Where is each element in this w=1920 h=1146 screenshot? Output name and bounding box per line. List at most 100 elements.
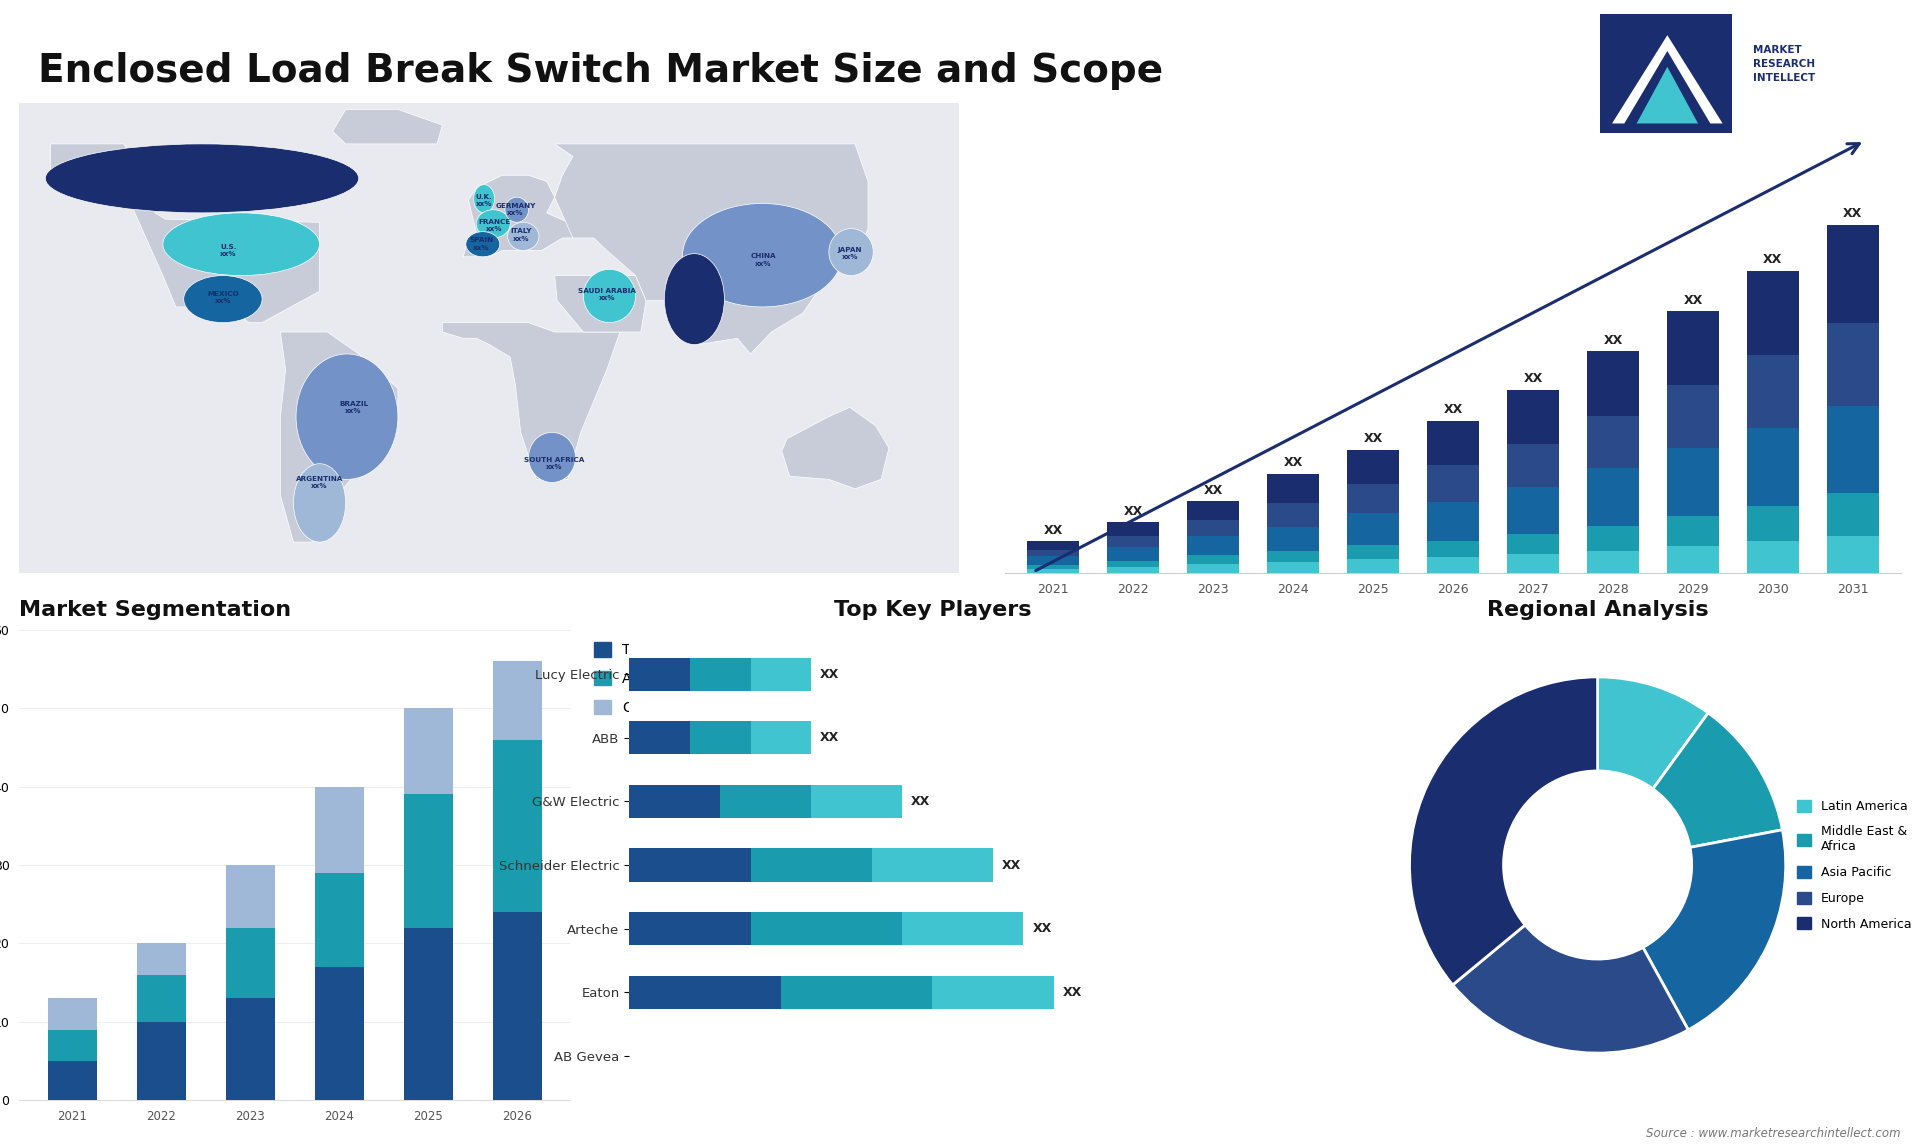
Text: XX: XX: [1603, 333, 1622, 347]
Polygon shape: [1636, 66, 1697, 124]
Text: XX: XX: [820, 731, 839, 745]
Text: FRANCE
xx%: FRANCE xx%: [478, 219, 511, 233]
Bar: [403, 928, 453, 1100]
Text: Market Segmentation: Market Segmentation: [19, 601, 292, 620]
Text: SAUDI ARABIA
xx%: SAUDI ARABIA xx%: [578, 288, 636, 301]
Bar: [1507, 555, 1559, 573]
Legend: Latin America, Middle East &
Africa, Asia Pacific, Europe, North America: Latin America, Middle East & Africa, Asi…: [1791, 794, 1916, 935]
Title: Regional Analysis: Regional Analysis: [1486, 601, 1709, 620]
Bar: [1826, 225, 1880, 323]
Bar: [1187, 501, 1238, 520]
Bar: [751, 658, 810, 691]
Bar: [630, 785, 720, 818]
Text: SPAIN
xx%: SPAIN xx%: [468, 237, 493, 251]
Bar: [227, 865, 275, 928]
Bar: [751, 912, 902, 945]
Ellipse shape: [507, 222, 540, 251]
Text: XX: XX: [1204, 484, 1223, 496]
Bar: [751, 721, 810, 754]
Text: Source : www.marketresearchintellect.com: Source : www.marketresearchintellect.com: [1645, 1128, 1901, 1140]
Bar: [1507, 390, 1559, 445]
Bar: [1427, 464, 1478, 502]
Polygon shape: [50, 144, 319, 323]
Text: XX: XX: [1763, 253, 1782, 267]
Ellipse shape: [664, 253, 724, 345]
Bar: [1348, 559, 1400, 573]
Bar: [493, 912, 541, 1100]
Text: XX: XX: [1044, 524, 1064, 536]
Bar: [630, 912, 751, 945]
Ellipse shape: [474, 185, 495, 213]
Bar: [1027, 570, 1079, 573]
Bar: [1667, 545, 1718, 573]
Text: XX: XX: [1444, 403, 1463, 416]
Bar: [1267, 474, 1319, 503]
Bar: [1826, 493, 1880, 536]
Bar: [315, 786, 363, 873]
Bar: [1667, 516, 1718, 545]
Polygon shape: [555, 275, 645, 332]
Bar: [1427, 421, 1478, 464]
Ellipse shape: [584, 269, 636, 323]
Circle shape: [1503, 771, 1692, 959]
Bar: [136, 943, 186, 975]
Ellipse shape: [184, 275, 263, 323]
Bar: [1427, 502, 1478, 541]
Bar: [1507, 487, 1559, 534]
Bar: [403, 794, 453, 928]
Bar: [1187, 520, 1238, 536]
Polygon shape: [442, 323, 620, 479]
Text: XX: XX: [1684, 293, 1703, 307]
Bar: [493, 661, 541, 739]
Ellipse shape: [528, 432, 576, 482]
Bar: [689, 721, 751, 754]
Bar: [630, 848, 751, 881]
Text: BRAZIL
xx%: BRAZIL xx%: [340, 400, 369, 414]
Bar: [1747, 505, 1799, 541]
Bar: [630, 975, 781, 1008]
Wedge shape: [1653, 713, 1782, 847]
Text: XX: XX: [1033, 923, 1052, 935]
Ellipse shape: [505, 197, 528, 222]
Bar: [1108, 536, 1160, 548]
Bar: [1267, 563, 1319, 573]
Bar: [1507, 534, 1559, 555]
Text: XX: XX: [1064, 986, 1083, 998]
Polygon shape: [280, 332, 397, 542]
Bar: [227, 928, 275, 998]
Bar: [1826, 323, 1880, 406]
Bar: [1187, 556, 1238, 565]
Bar: [1108, 562, 1160, 567]
Bar: [1667, 312, 1718, 385]
Bar: [1108, 548, 1160, 562]
Text: XX: XX: [820, 668, 839, 681]
Title: Top Key Players: Top Key Players: [833, 601, 1031, 620]
Bar: [136, 1022, 186, 1100]
Bar: [1027, 550, 1079, 557]
Text: INDIA
xx%: INDIA xx%: [684, 293, 707, 307]
Bar: [933, 975, 1054, 1008]
Bar: [1108, 567, 1160, 573]
Text: XX: XX: [912, 795, 931, 808]
Wedge shape: [1453, 925, 1688, 1053]
Bar: [1267, 527, 1319, 551]
Text: CHINA
xx%: CHINA xx%: [751, 253, 776, 267]
Text: SOUTH AFRICA
xx%: SOUTH AFRICA xx%: [524, 457, 586, 471]
Bar: [720, 785, 810, 818]
Text: XX: XX: [1123, 504, 1142, 518]
Bar: [493, 739, 541, 912]
Legend: Type, Application, Geography: Type, Application, Geography: [588, 637, 705, 720]
Bar: [1108, 523, 1160, 536]
Bar: [1348, 484, 1400, 512]
Text: XX: XX: [1843, 207, 1862, 220]
Ellipse shape: [163, 213, 319, 275]
Polygon shape: [332, 109, 442, 144]
Ellipse shape: [476, 210, 511, 238]
Bar: [1588, 416, 1640, 469]
Wedge shape: [1409, 677, 1597, 984]
Bar: [1027, 557, 1079, 565]
Text: MEXICO
xx%: MEXICO xx%: [207, 291, 238, 305]
Text: XX: XX: [1363, 432, 1382, 445]
Bar: [403, 708, 453, 794]
Bar: [1599, 14, 1732, 133]
